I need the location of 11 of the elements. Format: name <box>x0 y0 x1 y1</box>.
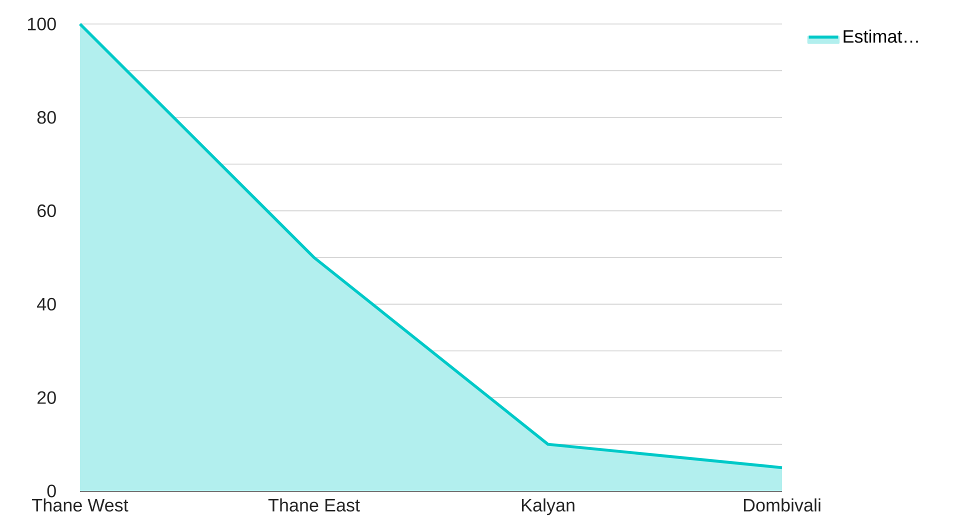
x-tick-label: Thane West <box>32 498 128 512</box>
y-tick-label: 100 <box>28 18 56 30</box>
y-tick-label: 0 <box>47 484 56 498</box>
y-tick-label: 20 <box>38 391 56 404</box>
y-tick-label: 40 <box>37 298 56 311</box>
legend-label: Estimat… <box>844 30 918 43</box>
x-tick-label: Dombivali <box>744 498 820 512</box>
x-tick-label: Kalyan <box>522 498 574 516</box>
y-tick-label: 60 <box>38 204 56 218</box>
x-tick-label: Thane East <box>268 498 360 512</box>
y-tick-label: 80 <box>37 111 56 124</box>
